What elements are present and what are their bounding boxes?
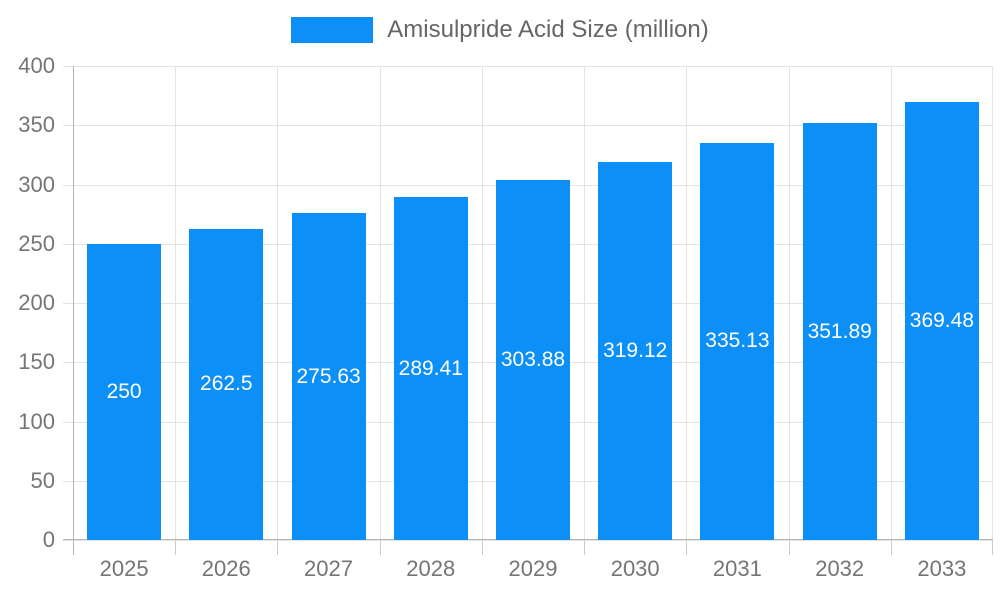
- bar-value-label-2030: 319.12: [603, 339, 668, 362]
- bar-value-label-2033: 369.48: [909, 309, 975, 332]
- bar-value-label-2026: 262.5: [200, 372, 253, 395]
- x-axis-tick-5: [584, 540, 585, 555]
- gridline-h-350: [63, 125, 993, 126]
- bar-2025[interactable]: [87, 244, 162, 540]
- bar-2032[interactable]: [802, 123, 877, 540]
- x-axis-tick-3: [380, 540, 381, 555]
- bar-2030[interactable]: [598, 162, 673, 540]
- x-tick-label-2031: 2031: [712, 556, 762, 581]
- y-axis-line: [73, 66, 74, 555]
- x-tick-label-2027: 2027: [304, 556, 353, 581]
- bar-2031[interactable]: [700, 143, 775, 540]
- gridline-v-7: [789, 66, 790, 540]
- x-axis-tick-1: [175, 540, 176, 555]
- bar-value-label-2028: 289.41: [398, 357, 463, 380]
- bar-2033[interactable]: [904, 102, 979, 540]
- x-axis-tick-2: [277, 540, 278, 555]
- x-axis-tick-8: [891, 540, 892, 555]
- gridline-v-8: [891, 66, 892, 540]
- y-tick-label-100: 100: [18, 408, 55, 434]
- bar-2026[interactable]: [189, 229, 264, 540]
- x-tick-label-2028: 2028: [406, 556, 456, 581]
- gridline-v-4: [482, 66, 483, 540]
- y-tick-label-350: 350: [18, 112, 55, 138]
- y-tick-label-50: 50: [30, 467, 55, 493]
- x-tick-label-2033: 2033: [917, 556, 967, 581]
- chart-legend[interactable]: Amisulpride Acid Size (million): [0, 16, 1000, 44]
- y-tick-label-200: 200: [18, 290, 55, 315]
- x-tick-label-2026: 2026: [201, 556, 251, 581]
- gridline-h-400: [63, 66, 993, 67]
- bar-2028[interactable]: [393, 197, 468, 540]
- bar-value-label-2025: 250: [106, 380, 142, 403]
- x-axis-tick-9: [992, 540, 993, 555]
- y-tick-label-250: 250: [18, 230, 55, 256]
- bar-2027[interactable]: [291, 213, 366, 540]
- y-tick-label-300: 300: [18, 171, 55, 197]
- x-tick-label-2032: 2032: [815, 556, 865, 581]
- bar-2029[interactable]: [496, 180, 570, 540]
- plot-area: 250 262.5 275.63 289.41 303.88 319.12 335.13 35…: [63, 66, 993, 555]
- bar-value-label-2029: 303.88: [500, 348, 566, 371]
- y-tick-label-0: 0: [42, 527, 55, 552]
- legend-label: Amisulpride Acid Size (million): [387, 16, 709, 43]
- gridline-v-1: [175, 66, 176, 540]
- x-tick-label-2030: 2030: [610, 556, 660, 581]
- bar-value-label-2031: 335.13: [705, 329, 770, 352]
- x-tick-label-2029: 2029: [508, 556, 558, 581]
- bar-value-label-2027: 275.63: [296, 365, 361, 388]
- gridline-v-2: [277, 66, 278, 540]
- gridline-h-0: [63, 540, 993, 541]
- x-tick-label-2025: 2025: [99, 556, 149, 581]
- gridline-v-5: [584, 66, 585, 540]
- gridline-v-6: [686, 66, 687, 540]
- gridline-v-3: [380, 66, 381, 540]
- y-tick-label-400: 400: [18, 53, 55, 78]
- x-axis-tick-4: [482, 540, 483, 555]
- x-axis-tick-7: [789, 540, 790, 555]
- x-axis-tick-6: [686, 540, 687, 555]
- legend-swatch: [291, 17, 374, 43]
- gridline-v-9: [992, 66, 993, 540]
- bar-value-label-2032: 351.89: [807, 320, 872, 343]
- y-tick-label-150: 150: [18, 349, 55, 375]
